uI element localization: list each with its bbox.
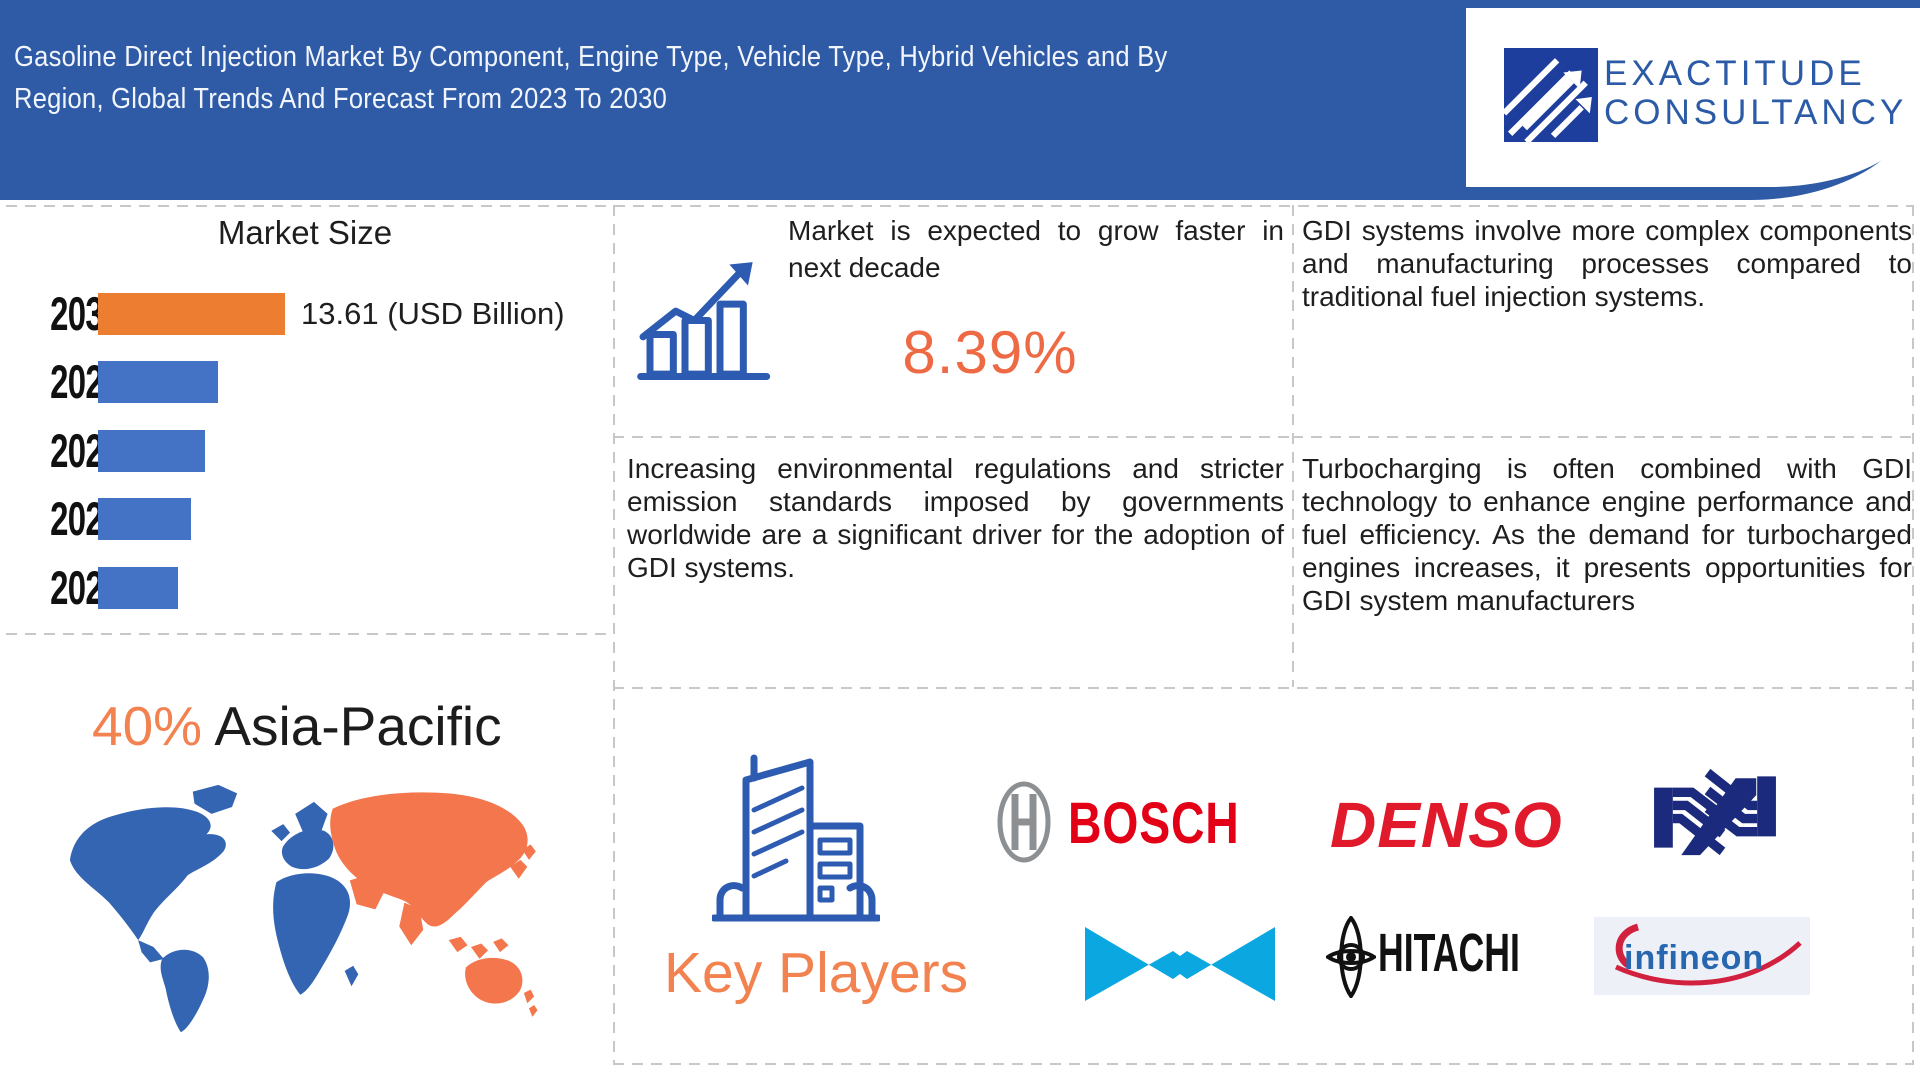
chart-row-2021: 2021 [20, 492, 610, 545]
bar-2020 [98, 567, 178, 609]
bar-2022 [98, 430, 205, 472]
bar-value-label: 13.61 (USD Billion) [301, 296, 565, 331]
year-label-2030: 2030 [50, 287, 121, 340]
region-share-line: 40% Asia-Pacific [92, 694, 502, 758]
market-size-bar-chart: 2030 13.61 (USD Billion) 2023 2022 2021 2020 [20, 285, 610, 625]
hitachi-wordmark: HITACHI [1378, 923, 1520, 983]
hitachi-emblem-icon [1326, 916, 1376, 998]
region-share-value: 40% [92, 695, 203, 757]
year-label-2022: 2022 [50, 424, 121, 477]
hitachi-logo: HITACHI [1378, 922, 1593, 984]
insight-complexity: GDI systems involve more complex compone… [1302, 215, 1912, 312]
bosch-emblem-icon [997, 781, 1051, 863]
chart-row-2030: 2030 13.61 (USD Billion) [20, 287, 610, 340]
year-label-2023: 2023 [50, 355, 121, 408]
brand-name-line2: CONSULTANCY [1604, 93, 1908, 132]
bar-2023 [98, 361, 218, 403]
page-title: Gasoline Direct Injection Market By Comp… [14, 36, 1414, 120]
navy-stripes-logo [1654, 768, 1776, 856]
infineon-logo: infineon [1594, 917, 1810, 995]
divider-top [6, 205, 1914, 207]
divider-bottom [613, 1063, 1914, 1065]
infineon-swoosh-icon [1614, 923, 1802, 986]
brand-name-line1: EXACTITUDE [1604, 54, 1866, 93]
page-title-line2: Region, Global Trends And Forecast From … [14, 83, 668, 115]
chart-title: Market Size [217, 214, 393, 251]
divider-middle-cell [613, 436, 1292, 438]
divider-right-cell [1292, 436, 1914, 438]
bar-2021 [98, 498, 191, 540]
region-name: Asia-Pacific [214, 695, 502, 757]
building-icon [712, 754, 880, 922]
divider-key-players-top [613, 687, 1914, 689]
bar-2030 [98, 293, 285, 335]
divider-vertical-left [613, 205, 615, 1063]
marelli-m-logo [1085, 927, 1275, 1001]
insight-turbocharging: Turbocharging is often combined with GDI… [1302, 453, 1912, 616]
divider-left-column [6, 633, 613, 635]
world-map [69, 784, 538, 1033]
chart-row-2023: 2023 [20, 355, 610, 408]
bosch-logo: BOSCH [1068, 790, 1282, 857]
divider-right-edge [1912, 205, 1914, 1063]
year-label-2021: 2021 [50, 492, 121, 545]
key-players-label: Key Players [664, 941, 969, 1005]
chart-row-2022: 2022 [20, 424, 610, 477]
year-label-2020: 2020 [50, 561, 121, 614]
exactitude-logo-icon [1504, 48, 1598, 142]
divider-vertical-right [1292, 205, 1294, 687]
page-title-line1: Gasoline Direct Injection Market By Comp… [14, 41, 1168, 73]
growth-chart-icon [637, 262, 771, 380]
bosch-wordmark: BOSCH [1068, 791, 1240, 856]
infineon-wordmark: infineon [1624, 939, 1765, 977]
denso-logo: DENSO [1330, 789, 1563, 861]
insight-regulations: Increasing environmental regulations and… [627, 453, 1284, 583]
cagr-value: 8.39% [902, 319, 1078, 386]
chart-row-2020: 2020 [20, 561, 610, 614]
growth-statement: Market is expected to grow faster in nex… [788, 215, 1284, 283]
